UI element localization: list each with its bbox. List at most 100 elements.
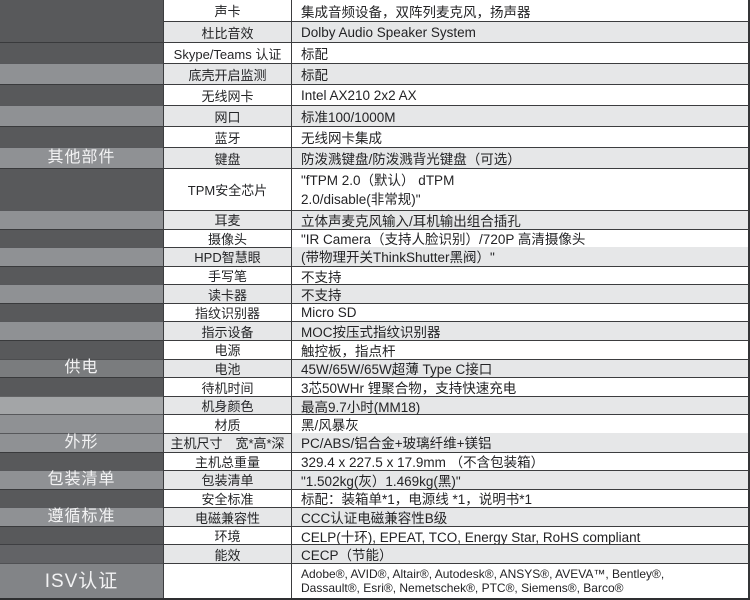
table-row: TPM安全芯片 "fTPM 2.0（默认） dTPM 2.0/disable(非常…	[163, 168, 750, 210]
spec-name-cell	[163, 562, 292, 600]
table-row: 主机总重量 329.4 x 227.5 x 17.9mm （不含包装箱）	[163, 451, 750, 471]
category-band	[0, 321, 163, 341]
spec-value-cell: MOC按压式指纹识别器	[292, 321, 750, 340]
spec-name-cell: 电磁兼容性	[163, 507, 292, 526]
spec-name-cell: 网口	[163, 105, 292, 126]
category-band: 包装清单	[0, 470, 163, 489]
category-band	[0, 377, 163, 396]
spec-value-cell: 立体声麦克风输入/耳机输出组合插孔	[292, 210, 750, 229]
table-row: 电池 45W/65W/65W超薄 Type C接口	[163, 358, 750, 378]
spec-name-cell: 主机尺寸 宽*高*深	[163, 432, 292, 452]
category-band	[0, 42, 163, 63]
table-bottom-border	[0, 598, 750, 600]
spec-value-cell: Adobe®, AVID®, Altair®, Autodesk®, ANSYS…	[292, 562, 750, 600]
spec-table: 声卡 集成音频设备，双阵列麦克风，扬声器 杜比音效 Dolby Audio Sp…	[163, 0, 750, 600]
spec-name-cell: 机身颜色	[163, 395, 292, 415]
spec-value-cell: Dolby Audio Speaker System	[292, 21, 750, 42]
spec-name-cell: 材质	[163, 414, 292, 433]
spec-value-cell: CELP(十环), EPEAT, TCO, Energy Star, RoHS …	[292, 525, 750, 545]
category-band: 其他部件	[0, 147, 163, 168]
table-row: 主机尺寸 宽*高*深 PC/ABS/铝合金+玻璃纤维+镁铝	[163, 432, 750, 452]
table-row: 声卡 集成音频设备，双阵列麦克风，扬声器	[163, 0, 750, 21]
table-row: 机身颜色 最高9.7小时(MM18)	[163, 395, 750, 415]
spec-name-cell: HPD智慧眼	[163, 247, 292, 266]
spec-name-cell: 无线网卡	[163, 84, 292, 105]
category-band	[0, 395, 163, 415]
category-band	[0, 284, 163, 303]
table-row: Skype/Teams 认证 标配	[163, 42, 750, 63]
spec-name-cell: 耳麦	[163, 210, 292, 229]
table-row: 底壳开启监测 标配	[163, 63, 750, 84]
spec-name-cell: 摄像头	[163, 228, 292, 248]
spec-name-cell: 电源	[163, 340, 292, 359]
spec-name-cell: 包装清单	[163, 470, 292, 489]
spec-name-cell: 杜比音效	[163, 21, 292, 42]
category-band: 供电	[0, 358, 163, 378]
table-row: 电源 触控板，指点杆	[163, 340, 750, 359]
spec-value-cell: Intel AX210 2x2 AX	[292, 84, 750, 105]
category-band	[0, 414, 163, 433]
category-band	[0, 451, 163, 471]
category-column: 其他部件 供电 外形 包装清单 遵循标准 ISV认证	[0, 0, 163, 600]
table-row: 无线网卡 Intel AX210 2x2 AX	[163, 84, 750, 105]
spec-value-cell: 标配	[292, 42, 750, 63]
spec-name-cell: 蓝牙	[163, 126, 292, 147]
spec-value-cell: Micro SD	[292, 302, 750, 322]
spec-name-cell: 读卡器	[163, 284, 292, 303]
spec-value-cell: 不支持	[292, 265, 750, 285]
category-band	[0, 210, 163, 229]
spec-value-cell: 防泼溅键盘/防泼溅背光键盘（可选）	[292, 147, 750, 168]
spec-value-cell: 3芯50WHr 锂聚合物，支持快速充电	[292, 377, 750, 396]
spec-value-cell: 无线网卡集成	[292, 126, 750, 147]
category-band	[0, 525, 163, 545]
table-row: 电磁兼容性 CCC认证电磁兼容性B级	[163, 507, 750, 526]
category-label: 包装清单	[47, 470, 116, 488]
category-band	[0, 84, 163, 105]
spec-name-cell: 键盘	[163, 147, 292, 168]
category-label: 其他部件	[47, 149, 116, 166]
spec-name-cell: 电池	[163, 358, 292, 378]
spec-name-cell: 主机总重量	[163, 451, 292, 471]
spec-value-cell: 标准100/1000M	[292, 105, 750, 126]
spec-name-cell: 手写笔	[163, 265, 292, 285]
spec-name-cell: 待机时间	[163, 377, 292, 396]
category-band: 外形	[0, 432, 163, 452]
category-band	[0, 63, 163, 84]
spec-name-cell: 安全标准	[163, 488, 292, 508]
spec-name-cell: 能效	[163, 544, 292, 563]
spec-value-cell: "fTPM 2.0（默认） dTPM 2.0/disable(非常规)"	[292, 168, 750, 210]
spec-value-line: 2.0/disable(非常规)"	[301, 191, 421, 207]
table-row: 能效 CECP（节能）	[163, 544, 750, 563]
table-row: 指纹识别器 Micro SD	[163, 302, 750, 322]
spec-value-cell: 不支持	[292, 284, 750, 303]
category-band	[0, 105, 163, 126]
category-band	[0, 544, 163, 563]
category-band	[0, 0, 163, 21]
category-band	[0, 488, 163, 508]
table-row: 摄像头 "IR Camera（支持人脸识别）/720P 高清摄像头	[163, 228, 750, 248]
category-band	[0, 228, 163, 248]
category-label: 供电	[64, 359, 99, 377]
table-row: Adobe®, AVID®, Altair®, Autodesk®, ANSYS…	[163, 562, 750, 600]
spec-value-cell: "1.502kg(灰）1.469kg(黑)"	[292, 470, 750, 489]
spec-name-cell: 底壳开启监测	[163, 63, 292, 84]
table-row: 包装清单 "1.502kg(灰）1.469kg(黑)"	[163, 470, 750, 489]
table-row: 网口 标准100/1000M	[163, 105, 750, 126]
table-row: 蓝牙 无线网卡集成	[163, 126, 750, 147]
category-band	[0, 302, 163, 322]
category-band	[0, 247, 163, 266]
spec-name-cell: 指纹识别器	[163, 302, 292, 322]
spec-value-line: "fTPM 2.0（默认） dTPM	[301, 172, 455, 188]
category-label: 遵循标准	[47, 508, 116, 526]
spec-value-cell: (带物理开关ThinkShutter黑阀）"	[292, 247, 750, 266]
category-band	[0, 168, 163, 210]
category-label: 外形	[64, 433, 99, 451]
table-row: 环境 CELP(十环), EPEAT, TCO, Energy Star, Ro…	[163, 525, 750, 545]
category-band	[0, 340, 163, 359]
spec-value-cell: "IR Camera（支持人脸识别）/720P 高清摄像头	[292, 228, 750, 247]
table-row: 安全标准 标配：装箱单*1，电源线 *1，说明书*1	[163, 488, 750, 508]
category-band	[0, 21, 163, 42]
spec-value-cell: 标配：装箱单*1，电源线 *1，说明书*1	[292, 488, 750, 507]
table-row: 手写笔 不支持	[163, 265, 750, 285]
table-row: 键盘 防泼溅键盘/防泼溅背光键盘（可选）	[163, 147, 750, 168]
